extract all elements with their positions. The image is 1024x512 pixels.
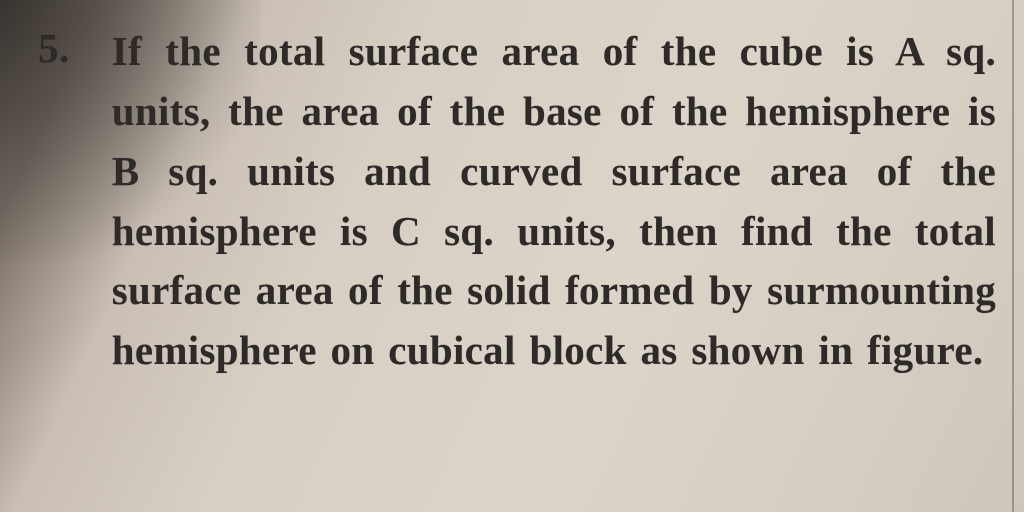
question-text: If the total surface area of the cube is… [112, 22, 996, 381]
question-number: 5. [38, 24, 70, 72]
question-row: 5. If the total surface area of the cube… [38, 22, 996, 381]
page-content: 5. If the total surface area of the cube… [0, 0, 1024, 381]
